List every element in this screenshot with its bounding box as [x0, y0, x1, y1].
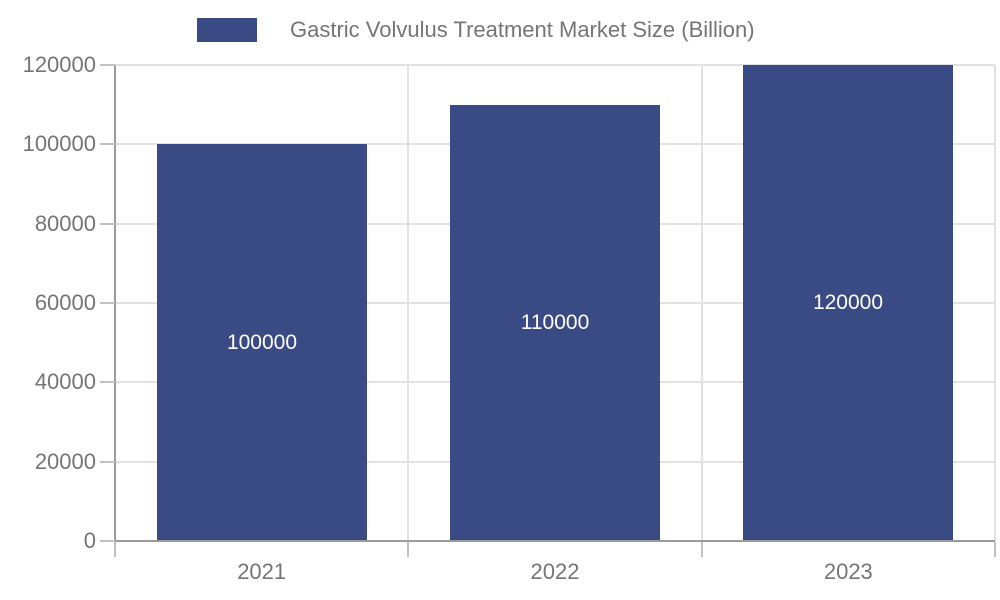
y-tick-mark — [100, 302, 115, 304]
legend-label: Gastric Volvulus Treatment Market Size (… — [290, 17, 755, 42]
bar: 120000 — [743, 65, 953, 541]
y-tick-mark — [100, 64, 115, 66]
gridline-v — [407, 65, 410, 541]
legend: Gastric Volvulus Treatment Market Size (… — [197, 17, 755, 43]
bar: 100000 — [157, 144, 367, 541]
y-tick-label: 40000 — [34, 369, 96, 395]
y-tick-label: 0 — [83, 528, 96, 553]
y-tick-label: 100000 — [22, 131, 96, 157]
x-tick-label: 2021 — [237, 559, 287, 584]
y-tick-mark — [100, 540, 115, 542]
x-tick-mark — [114, 542, 116, 557]
y-tick-label: 20000 — [34, 448, 96, 474]
y-tick-mark — [100, 460, 115, 463]
bar-value-label: 120000 — [812, 291, 884, 314]
x-tick-mark — [407, 542, 410, 557]
y-tick-mark — [100, 222, 115, 225]
x-tick-label: 2022 — [530, 559, 580, 584]
y-tick-label: 80000 — [34, 210, 96, 236]
y-tick-label: 60000 — [34, 290, 96, 315]
x-tick-mark — [994, 542, 996, 557]
x-tick-label: 2023 — [823, 559, 873, 584]
plot-area: 100000 110000 120000 — [115, 64, 996, 541]
y-tick-label: 120000 — [22, 52, 96, 77]
bar-value-label: 110000 — [520, 311, 590, 334]
y-axis-line — [114, 65, 116, 542]
legend-swatch — [197, 18, 257, 42]
x-axis-line — [100, 540, 995, 542]
y-tick-mark — [100, 143, 115, 146]
gridline-v — [994, 65, 996, 541]
y-tick-mark — [100, 381, 115, 384]
x-tick-mark — [700, 542, 703, 557]
bar-value-label: 100000 — [226, 330, 298, 354]
gridline-v — [700, 65, 703, 541]
bar: 110000 — [450, 105, 660, 541]
gridline-h — [115, 64, 995, 66]
